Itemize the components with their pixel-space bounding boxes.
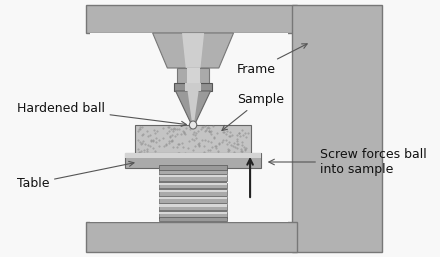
Circle shape	[189, 121, 197, 129]
Bar	[159, 174, 227, 175]
Bar	[159, 197, 227, 203]
Bar	[159, 217, 227, 221]
Bar	[159, 204, 227, 207]
Bar	[159, 168, 227, 170]
Bar	[159, 212, 227, 214]
Text: Screw forces ball
into sample: Screw forces ball into sample	[320, 148, 427, 176]
Bar	[159, 182, 227, 189]
Bar	[159, 217, 227, 219]
Bar	[174, 83, 213, 91]
Bar	[292, 5, 381, 252]
Bar	[159, 210, 227, 212]
Bar	[125, 153, 261, 168]
Bar	[187, 68, 199, 86]
Bar	[135, 125, 251, 155]
Bar	[125, 153, 261, 158]
Bar	[159, 168, 227, 174]
Bar	[85, 222, 297, 252]
Bar	[159, 196, 227, 197]
Polygon shape	[182, 33, 204, 68]
Bar	[159, 212, 227, 218]
Bar	[85, 5, 297, 33]
Bar	[159, 203, 227, 204]
Polygon shape	[176, 91, 211, 124]
Text: Table: Table	[17, 161, 134, 190]
Bar	[159, 197, 227, 199]
Bar	[159, 175, 227, 181]
Bar	[159, 181, 227, 182]
Bar	[177, 68, 209, 86]
Bar	[159, 188, 227, 190]
Bar	[159, 182, 227, 185]
Text: Frame: Frame	[237, 44, 307, 76]
Bar	[159, 204, 227, 211]
Polygon shape	[153, 33, 234, 68]
Bar	[159, 190, 227, 196]
Bar	[159, 190, 227, 192]
Polygon shape	[187, 91, 198, 124]
Text: Sample: Sample	[222, 93, 284, 131]
Bar	[159, 175, 227, 178]
Bar	[159, 165, 227, 170]
Text: Hardened ball: Hardened ball	[17, 102, 186, 126]
Bar	[90, 33, 288, 222]
Bar	[185, 83, 202, 91]
